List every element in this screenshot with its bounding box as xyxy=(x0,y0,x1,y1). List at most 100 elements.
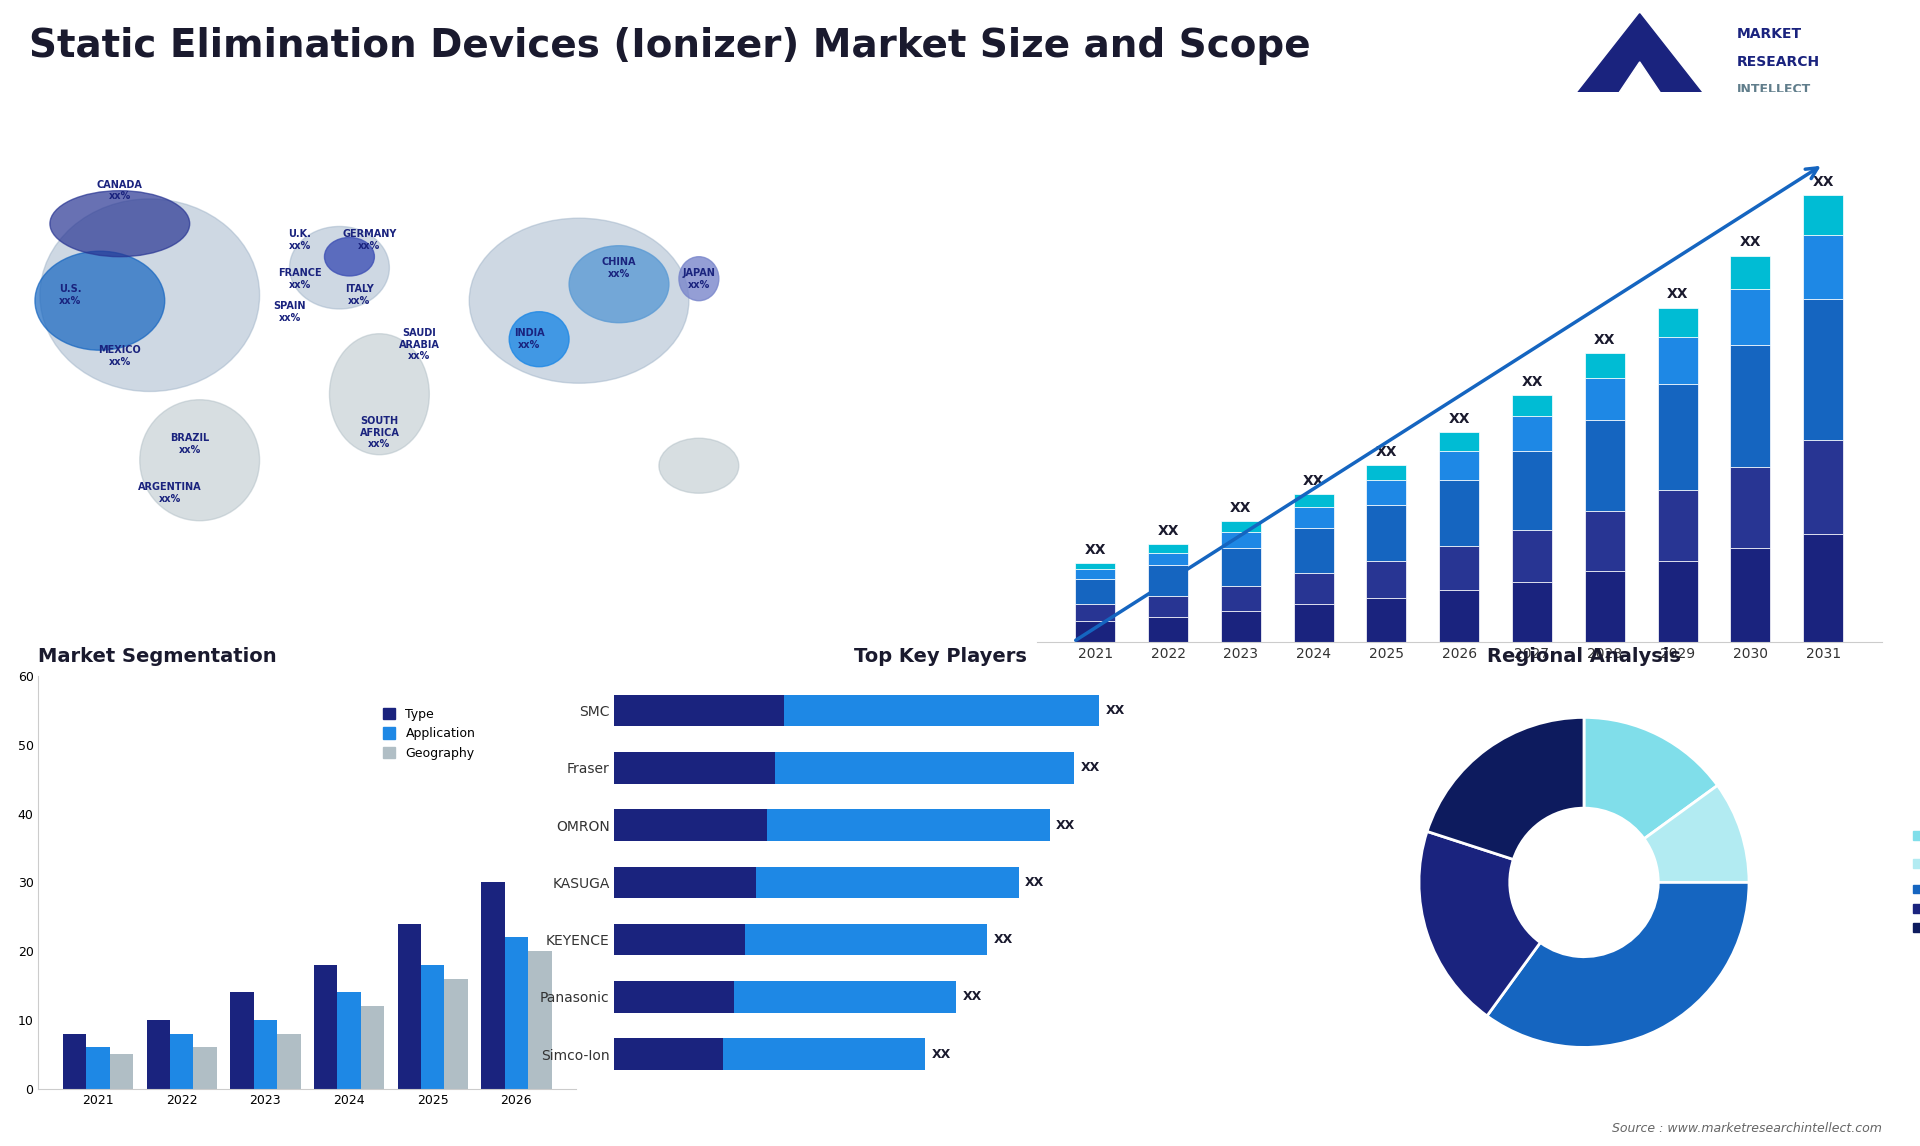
Text: CANADA
xx%: CANADA xx% xyxy=(96,180,142,202)
Text: XX: XX xyxy=(1812,175,1834,189)
Bar xyxy=(1294,573,1334,604)
Bar xyxy=(1657,560,1697,642)
Text: ARGENTINA
xx%: ARGENTINA xx% xyxy=(138,482,202,504)
Ellipse shape xyxy=(35,251,165,351)
Bar xyxy=(1367,598,1407,642)
Bar xyxy=(614,694,783,727)
Bar xyxy=(1440,450,1478,480)
Bar xyxy=(1148,617,1188,642)
Bar xyxy=(1657,384,1697,490)
Bar xyxy=(1511,581,1551,642)
Bar xyxy=(1294,507,1334,527)
Bar xyxy=(1730,256,1770,289)
Bar xyxy=(1221,521,1261,532)
Bar xyxy=(1148,552,1188,565)
Bar xyxy=(1730,289,1770,345)
Wedge shape xyxy=(1644,785,1749,882)
Bar xyxy=(1148,596,1188,617)
Bar xyxy=(1367,504,1407,560)
Bar xyxy=(1584,419,1624,511)
Text: JAPAN
xx%: JAPAN xx% xyxy=(682,268,716,290)
Bar xyxy=(1440,547,1478,590)
Bar xyxy=(1511,394,1551,416)
Text: U.K.
xx%: U.K. xx% xyxy=(288,229,311,251)
Bar xyxy=(1075,563,1116,570)
Bar xyxy=(614,752,776,784)
Bar xyxy=(444,979,468,1089)
Text: MEXICO
xx%: MEXICO xx% xyxy=(98,345,142,367)
Bar xyxy=(528,951,551,1089)
Text: XX: XX xyxy=(1158,524,1179,537)
Bar xyxy=(505,937,528,1089)
Bar xyxy=(361,1006,384,1089)
Text: GERMANY
xx%: GERMANY xx% xyxy=(342,229,397,251)
Bar xyxy=(776,752,1075,784)
Bar xyxy=(1367,560,1407,598)
Bar xyxy=(1584,353,1624,378)
Text: XX: XX xyxy=(1056,818,1075,832)
Text: XX: XX xyxy=(1375,445,1398,460)
Bar xyxy=(1075,621,1116,642)
Bar xyxy=(614,981,733,1013)
Ellipse shape xyxy=(40,199,259,392)
Wedge shape xyxy=(1584,717,1718,839)
Bar xyxy=(1511,450,1551,529)
Wedge shape xyxy=(1419,832,1540,1015)
Text: ITALY
xx%: ITALY xx% xyxy=(346,284,374,306)
Bar xyxy=(614,1038,724,1070)
Bar xyxy=(1511,529,1551,581)
Text: XX: XX xyxy=(931,1047,950,1061)
Bar xyxy=(1075,570,1116,580)
Ellipse shape xyxy=(468,218,689,383)
Legend: Type, Application, Geography: Type, Application, Geography xyxy=(378,702,480,764)
Ellipse shape xyxy=(324,237,374,276)
Bar xyxy=(1730,468,1770,548)
Bar xyxy=(1803,196,1843,235)
Text: INTELLECT: INTELLECT xyxy=(1736,83,1811,96)
Ellipse shape xyxy=(140,400,259,520)
Wedge shape xyxy=(1427,717,1584,860)
Bar xyxy=(63,1034,86,1089)
Bar xyxy=(338,992,361,1089)
Bar xyxy=(724,1038,925,1070)
Ellipse shape xyxy=(290,227,390,309)
Bar xyxy=(614,809,766,841)
Bar xyxy=(1221,548,1261,586)
Text: FRANCE
xx%: FRANCE xx% xyxy=(278,268,321,290)
Bar xyxy=(1221,586,1261,611)
Text: XX: XX xyxy=(1025,876,1044,889)
Bar xyxy=(230,992,253,1089)
Bar xyxy=(1148,565,1188,596)
Text: XX: XX xyxy=(1231,501,1252,516)
Polygon shape xyxy=(1597,62,1682,124)
Ellipse shape xyxy=(330,333,430,455)
Bar xyxy=(1075,580,1116,604)
Bar xyxy=(1367,465,1407,480)
Bar xyxy=(86,1047,109,1089)
Bar xyxy=(420,965,444,1089)
Text: XX: XX xyxy=(1594,333,1615,347)
Text: BRAZIL
xx%: BRAZIL xx% xyxy=(171,433,209,455)
Text: XX: XX xyxy=(1085,543,1106,557)
Polygon shape xyxy=(1553,14,1726,124)
Bar xyxy=(276,1034,301,1089)
Bar xyxy=(1657,490,1697,560)
Wedge shape xyxy=(1486,882,1749,1047)
Text: RESEARCH: RESEARCH xyxy=(1736,55,1820,69)
Bar xyxy=(313,965,338,1089)
Text: CHINA
xx%: CHINA xx% xyxy=(601,257,636,278)
Bar xyxy=(253,1020,276,1089)
Text: XX: XX xyxy=(1081,761,1100,775)
Text: XX: XX xyxy=(1304,474,1325,488)
Text: XX: XX xyxy=(962,990,981,1004)
Text: XX: XX xyxy=(1106,704,1125,717)
Title: Regional Analysis: Regional Analysis xyxy=(1488,647,1680,666)
Bar xyxy=(783,694,1100,727)
Bar xyxy=(1294,527,1334,573)
Bar xyxy=(397,924,420,1089)
Text: XX: XX xyxy=(995,933,1014,947)
Bar xyxy=(1803,440,1843,534)
Text: Market Segmentation: Market Segmentation xyxy=(38,647,276,666)
Bar xyxy=(1294,604,1334,642)
Bar xyxy=(482,882,505,1089)
